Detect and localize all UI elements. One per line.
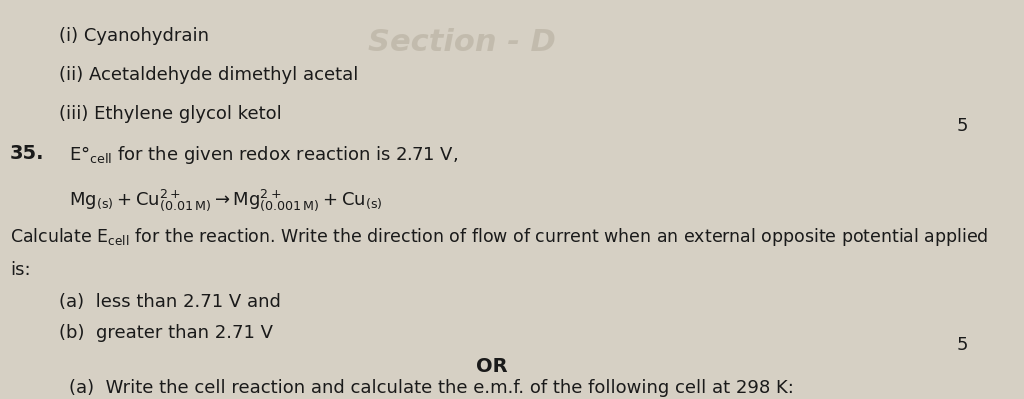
Text: $\mathrm{Mg_{(s)} + Cu^{2+}_{(0.01\,M)} \rightarrow Mg^{2+}_{(0.001\,M)} + Cu_{(: $\mathrm{Mg_{(s)} + Cu^{2+}_{(0.01\,M)} … <box>69 187 383 213</box>
Text: 5: 5 <box>956 336 968 354</box>
Text: (iii) Ethylene glycol ketol: (iii) Ethylene glycol ketol <box>59 105 282 123</box>
Text: OR: OR <box>475 357 507 376</box>
Text: $\mathrm{E°_{cell}}$ for the given redox reaction is 2.71 V,: $\mathrm{E°_{cell}}$ for the given redox… <box>69 144 458 166</box>
Text: is:: is: <box>10 261 31 279</box>
Text: Section - D: Section - D <box>368 28 556 57</box>
Text: 5: 5 <box>956 117 968 135</box>
Text: 35.: 35. <box>10 144 44 163</box>
Text: (b)  greater than 2.71 V: (b) greater than 2.71 V <box>59 324 273 342</box>
Text: (i) Cyanohydrain: (i) Cyanohydrain <box>59 27 209 45</box>
Text: Calculate $\mathrm{E_{cell}}$ for the reaction. Write the direction of flow of c: Calculate $\mathrm{E_{cell}}$ for the re… <box>10 226 988 248</box>
Text: (ii) Acetaldehyde dimethyl acetal: (ii) Acetaldehyde dimethyl acetal <box>59 66 358 84</box>
Text: (a)  less than 2.71 V and: (a) less than 2.71 V and <box>59 292 281 311</box>
Text: (a)  Write the cell reaction and calculate the e.m.f. of the following cell at 2: (a) Write the cell reaction and calculat… <box>69 379 794 397</box>
